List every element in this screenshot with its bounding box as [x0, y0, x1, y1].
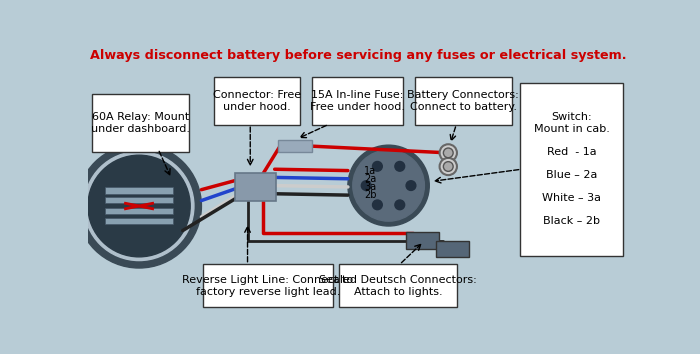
Ellipse shape: [84, 152, 194, 261]
Ellipse shape: [443, 148, 453, 158]
FancyBboxPatch shape: [105, 207, 174, 214]
FancyBboxPatch shape: [312, 78, 403, 125]
Ellipse shape: [361, 181, 371, 190]
Text: Always disconnect battery before servicing any fuses or electrical system.: Always disconnect battery before servici…: [90, 49, 627, 62]
Ellipse shape: [372, 200, 382, 210]
Ellipse shape: [372, 161, 382, 171]
FancyBboxPatch shape: [339, 264, 458, 307]
Text: 60A Relay: Mount
under dashboard.: 60A Relay: Mount under dashboard.: [91, 112, 190, 134]
Text: Reverse Light Line: Connect to
factory reverse light lead.: Reverse Light Line: Connect to factory r…: [182, 275, 354, 297]
Ellipse shape: [88, 155, 190, 257]
FancyBboxPatch shape: [414, 78, 512, 125]
Text: 15A In-line Fuse:
Free under hood.: 15A In-line Fuse: Free under hood.: [310, 90, 405, 112]
Ellipse shape: [76, 144, 202, 268]
Ellipse shape: [395, 200, 405, 210]
Text: Battery Connectors:
Connect to battery.: Battery Connectors: Connect to battery.: [407, 90, 519, 112]
FancyBboxPatch shape: [436, 241, 469, 257]
FancyBboxPatch shape: [279, 140, 312, 152]
Ellipse shape: [440, 144, 457, 161]
Ellipse shape: [406, 181, 416, 190]
Ellipse shape: [348, 145, 429, 226]
Text: Sealed Deutsch Connectors:
Attach to lights.: Sealed Deutsch Connectors: Attach to lig…: [319, 275, 477, 297]
Ellipse shape: [440, 158, 457, 175]
FancyBboxPatch shape: [406, 233, 439, 249]
FancyBboxPatch shape: [520, 83, 623, 256]
Text: Switch:
Mount in cab.

Red  - 1a

Blue – 2a

White – 3a

Black – 2b: Switch: Mount in cab. Red - 1a Blue – 2a…: [533, 112, 610, 227]
FancyBboxPatch shape: [105, 218, 174, 224]
FancyBboxPatch shape: [235, 172, 276, 201]
FancyBboxPatch shape: [105, 187, 174, 194]
FancyBboxPatch shape: [92, 94, 189, 152]
Ellipse shape: [443, 162, 453, 171]
Ellipse shape: [353, 150, 424, 221]
Text: Connector: Free
under hood.: Connector: Free under hood.: [213, 90, 301, 112]
FancyBboxPatch shape: [214, 78, 300, 125]
Text: 3a: 3a: [364, 182, 377, 192]
FancyBboxPatch shape: [203, 264, 332, 307]
Ellipse shape: [395, 161, 405, 171]
Text: 1a: 1a: [364, 166, 377, 176]
Text: 2b: 2b: [364, 190, 377, 200]
FancyBboxPatch shape: [105, 196, 174, 204]
Text: 2a: 2a: [364, 174, 377, 184]
